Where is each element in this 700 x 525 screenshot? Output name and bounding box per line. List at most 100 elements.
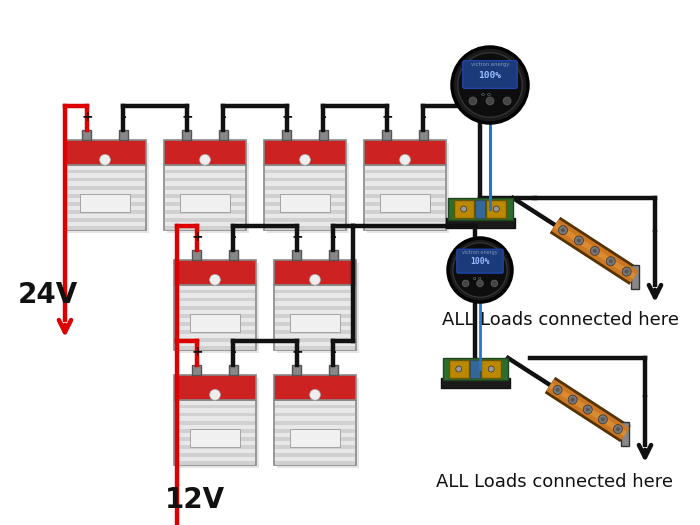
Bar	[283, 130, 291, 140]
Circle shape	[570, 398, 575, 402]
Bar	[293, 365, 302, 375]
Bar	[175, 290, 255, 293]
Bar	[275, 429, 355, 433]
Bar	[164, 140, 246, 165]
Bar	[177, 263, 259, 353]
Bar	[475, 200, 485, 218]
Bar	[622, 422, 629, 446]
Bar	[275, 421, 355, 425]
Bar	[175, 330, 255, 334]
Text: +: +	[181, 110, 193, 124]
Bar	[174, 375, 256, 400]
Bar	[80, 194, 130, 212]
Bar	[228, 250, 237, 260]
Bar	[275, 405, 355, 408]
Bar	[265, 186, 345, 190]
Text: +: +	[291, 230, 303, 244]
Text: -: -	[220, 110, 226, 124]
Bar	[454, 200, 474, 218]
Bar	[365, 178, 445, 182]
Bar	[175, 338, 255, 342]
Text: ALL Loads connected here: ALL Loads connected here	[442, 311, 678, 329]
Bar	[64, 165, 146, 230]
Text: ALL Loads connected here: ALL Loads connected here	[437, 473, 673, 491]
Bar	[190, 429, 239, 447]
Text: o o: o o	[473, 276, 481, 280]
Bar	[65, 170, 145, 173]
Bar	[274, 260, 356, 285]
Bar	[175, 445, 255, 449]
Bar	[193, 250, 202, 260]
Bar	[165, 210, 245, 214]
Bar	[165, 178, 245, 182]
Bar	[164, 165, 246, 230]
Text: +: +	[281, 110, 293, 124]
Circle shape	[199, 154, 211, 165]
Circle shape	[559, 226, 568, 235]
Bar	[175, 314, 255, 318]
Bar	[165, 194, 245, 197]
Circle shape	[494, 206, 499, 212]
Circle shape	[300, 154, 310, 165]
Bar	[365, 210, 445, 214]
Circle shape	[99, 154, 111, 165]
Text: 100%: 100%	[479, 71, 501, 80]
Bar	[181, 194, 230, 212]
Text: -: -	[120, 110, 126, 124]
Bar	[275, 306, 355, 310]
Bar	[293, 250, 302, 260]
Bar	[65, 178, 145, 182]
Text: -: -	[230, 345, 236, 359]
Text: +: +	[291, 345, 303, 359]
Circle shape	[491, 280, 498, 287]
Bar	[175, 413, 255, 416]
Circle shape	[469, 97, 477, 105]
Circle shape	[577, 238, 581, 243]
Bar	[175, 346, 255, 350]
Bar	[64, 140, 146, 165]
Bar	[265, 178, 345, 182]
Bar	[265, 202, 345, 206]
Bar	[365, 194, 445, 197]
Text: +: +	[81, 110, 93, 124]
Bar	[165, 170, 245, 173]
Bar	[65, 218, 145, 222]
Circle shape	[448, 238, 512, 302]
Bar	[190, 314, 239, 332]
Bar	[175, 405, 255, 408]
Bar	[275, 413, 355, 416]
Text: 100%: 100%	[470, 257, 490, 267]
Bar	[486, 200, 506, 218]
Bar	[419, 130, 428, 140]
Bar	[274, 285, 356, 350]
Bar	[83, 130, 92, 140]
Circle shape	[400, 154, 410, 165]
Bar	[275, 298, 355, 301]
Bar	[65, 194, 145, 197]
Bar	[265, 170, 345, 173]
Bar	[264, 165, 346, 230]
Circle shape	[452, 47, 528, 123]
Bar	[67, 143, 149, 233]
Bar	[175, 298, 255, 301]
Bar	[275, 338, 355, 342]
Bar	[165, 186, 245, 190]
Bar	[65, 186, 145, 190]
Text: o o: o o	[481, 92, 491, 97]
Text: +: +	[191, 345, 203, 359]
Bar	[175, 421, 255, 425]
Bar	[365, 226, 445, 230]
Circle shape	[309, 390, 321, 400]
Text: -: -	[320, 110, 326, 124]
Text: -: -	[230, 230, 236, 244]
Circle shape	[583, 405, 592, 414]
Circle shape	[458, 52, 522, 117]
Bar	[365, 186, 445, 190]
Bar	[318, 130, 328, 140]
Text: 12V: 12V	[165, 486, 225, 514]
Bar	[290, 429, 340, 447]
Bar	[382, 130, 391, 140]
Bar	[65, 226, 145, 230]
Circle shape	[601, 417, 605, 421]
Text: victron energy: victron energy	[462, 250, 498, 255]
